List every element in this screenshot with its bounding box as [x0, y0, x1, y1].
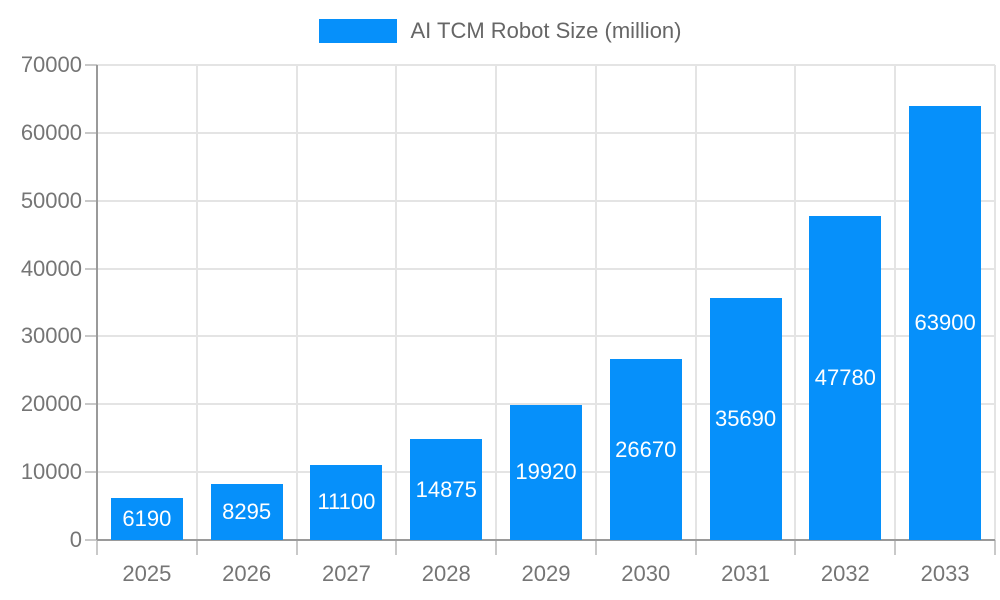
v-gridline [495, 65, 498, 540]
v-gridline [794, 65, 797, 540]
y-axis-tick [85, 131, 97, 134]
y-axis-label: 0 [69, 527, 82, 552]
v-gridline [694, 65, 697, 540]
v-gridline [295, 65, 298, 540]
h-gridline [97, 335, 995, 338]
x-axis-label: 2026 [222, 561, 272, 586]
y-axis-line [96, 65, 98, 540]
h-gridline [97, 64, 995, 66]
y-axis-label: 40000 [20, 255, 82, 281]
x-axis-label: 2031 [721, 561, 771, 586]
bar[interactable] [909, 106, 982, 540]
y-axis-tick [85, 199, 97, 202]
bar[interactable] [110, 497, 183, 540]
x-axis-tick [295, 540, 298, 555]
bar[interactable] [709, 297, 782, 540]
x-axis-label: 2028 [421, 561, 471, 586]
x-axis-label: 2030 [621, 561, 671, 586]
y-axis-tick [85, 267, 97, 270]
x-axis-label: 2033 [920, 561, 970, 586]
h-gridline [97, 403, 995, 406]
v-gridline [594, 65, 597, 540]
x-axis-tick [195, 540, 198, 555]
v-gridline [395, 65, 398, 540]
legend-label: AI TCM Robot Size (million) [410, 18, 682, 43]
y-axis-tick [85, 471, 97, 474]
bar[interactable] [510, 404, 582, 540]
y-axis-tick [85, 64, 97, 66]
bar[interactable] [609, 359, 682, 540]
v-gridline [994, 65, 996, 540]
x-axis-tick [694, 540, 697, 555]
x-axis-label: 2029 [521, 561, 571, 586]
y-axis-label: 70000 [20, 52, 82, 77]
x-axis-label: 2025 [122, 561, 172, 586]
x-axis-tick [96, 540, 98, 555]
legend-swatch-icon [318, 19, 397, 43]
h-gridline [97, 267, 995, 270]
x-axis-label: 2032 [820, 561, 870, 586]
bar[interactable] [410, 439, 483, 540]
y-axis-label: 20000 [20, 391, 82, 417]
chart-legend[interactable]: AI TCM Robot Size (million) [0, 18, 1000, 44]
x-axis-line [97, 539, 995, 541]
x-axis-tick [994, 540, 996, 555]
h-gridline [97, 131, 995, 134]
y-axis-tick [85, 539, 97, 541]
y-axis-label: 10000 [20, 459, 82, 485]
y-axis-tick [85, 335, 97, 338]
bar[interactable] [310, 464, 383, 540]
y-axis-label: 30000 [20, 323, 82, 349]
bar[interactable] [210, 483, 283, 540]
y-axis-tick [85, 403, 97, 406]
v-gridline [195, 65, 198, 540]
x-axis-tick [495, 540, 498, 555]
x-axis-label: 2027 [321, 561, 371, 586]
y-axis-label: 60000 [20, 119, 82, 145]
x-axis-tick [794, 540, 797, 555]
bar[interactable] [809, 215, 882, 540]
y-axis-label: 50000 [20, 187, 82, 213]
v-gridline [894, 65, 897, 540]
h-gridline [97, 199, 995, 202]
x-axis-tick [395, 540, 398, 555]
x-axis-tick [594, 540, 597, 555]
x-axis-tick [894, 540, 897, 555]
